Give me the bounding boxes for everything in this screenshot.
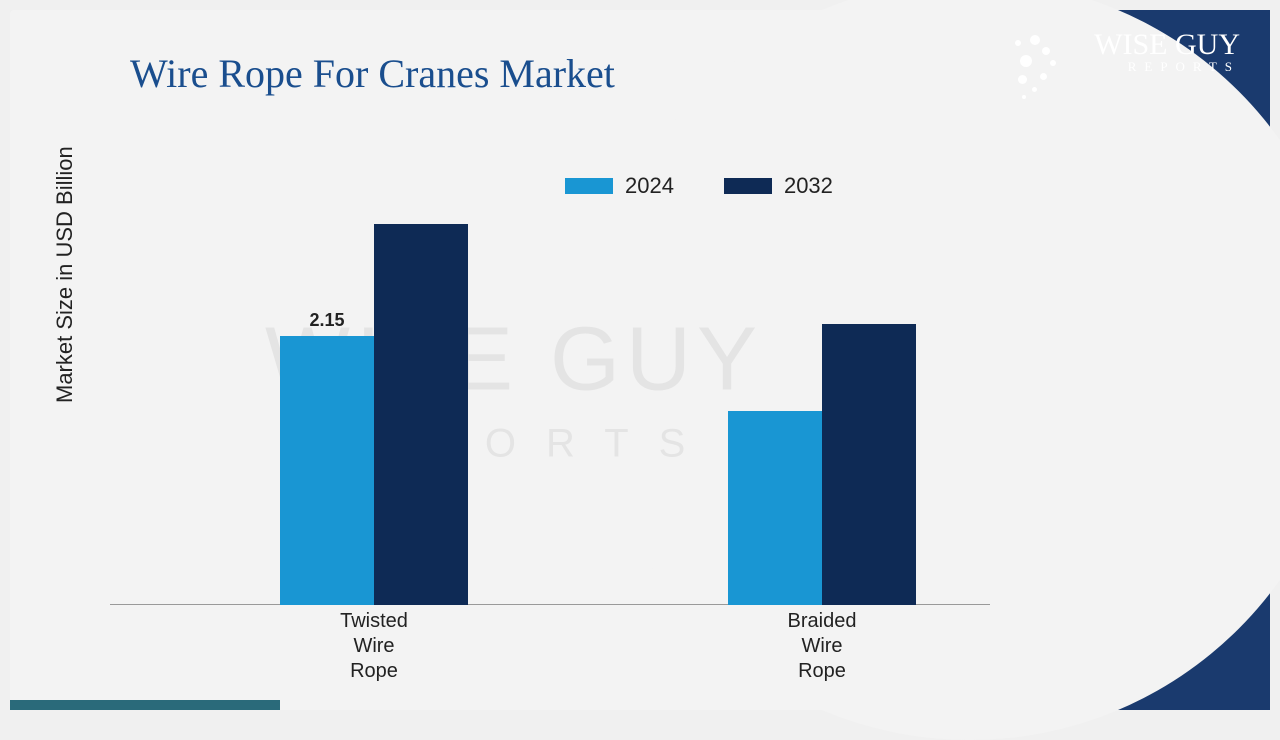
content: WISE GUY REPORTS Wire Rope For Cranes Ma… — [10, 10, 1270, 710]
legend-label-2032: 2032 — [784, 173, 833, 199]
chart-title: Wire Rope For Cranes Market — [130, 50, 615, 97]
legend-item-2032: 2032 — [724, 173, 833, 199]
bar — [822, 324, 916, 605]
legend-swatch-2024 — [565, 178, 613, 194]
legend-item-2024: 2024 — [565, 173, 674, 199]
bar — [728, 411, 822, 605]
legend-label-2024: 2024 — [625, 173, 674, 199]
bar-group: BraidedWireRope — [728, 324, 916, 605]
brand-line2: REPORTS — [1094, 60, 1240, 73]
legend: 2024 2032 — [565, 173, 833, 199]
canvas: WISE GUY REPORTS Wire Rope For Cranes Ma… — [10, 10, 1270, 710]
legend-swatch-2032 — [724, 178, 772, 194]
brand-line1: WISE GUY — [1094, 28, 1240, 61]
bar-value-label: 2.15 — [280, 310, 374, 331]
bottom-accent — [10, 700, 280, 710]
bar: 2.15 — [280, 336, 374, 605]
brand-logo: WISE GUY REPORTS — [1094, 30, 1240, 73]
brand-head-icon — [990, 25, 1070, 115]
x-category-label: BraidedWireRope — [762, 605, 882, 684]
y-axis-label: Market Size in USD Billion — [52, 146, 78, 403]
bar — [374, 224, 468, 605]
chart-area: 2.15TwistedWireRope BraidedWireRope — [110, 205, 990, 605]
bar-group: 2.15TwistedWireRope — [280, 224, 468, 605]
x-category-label: TwistedWireRope — [314, 605, 434, 684]
